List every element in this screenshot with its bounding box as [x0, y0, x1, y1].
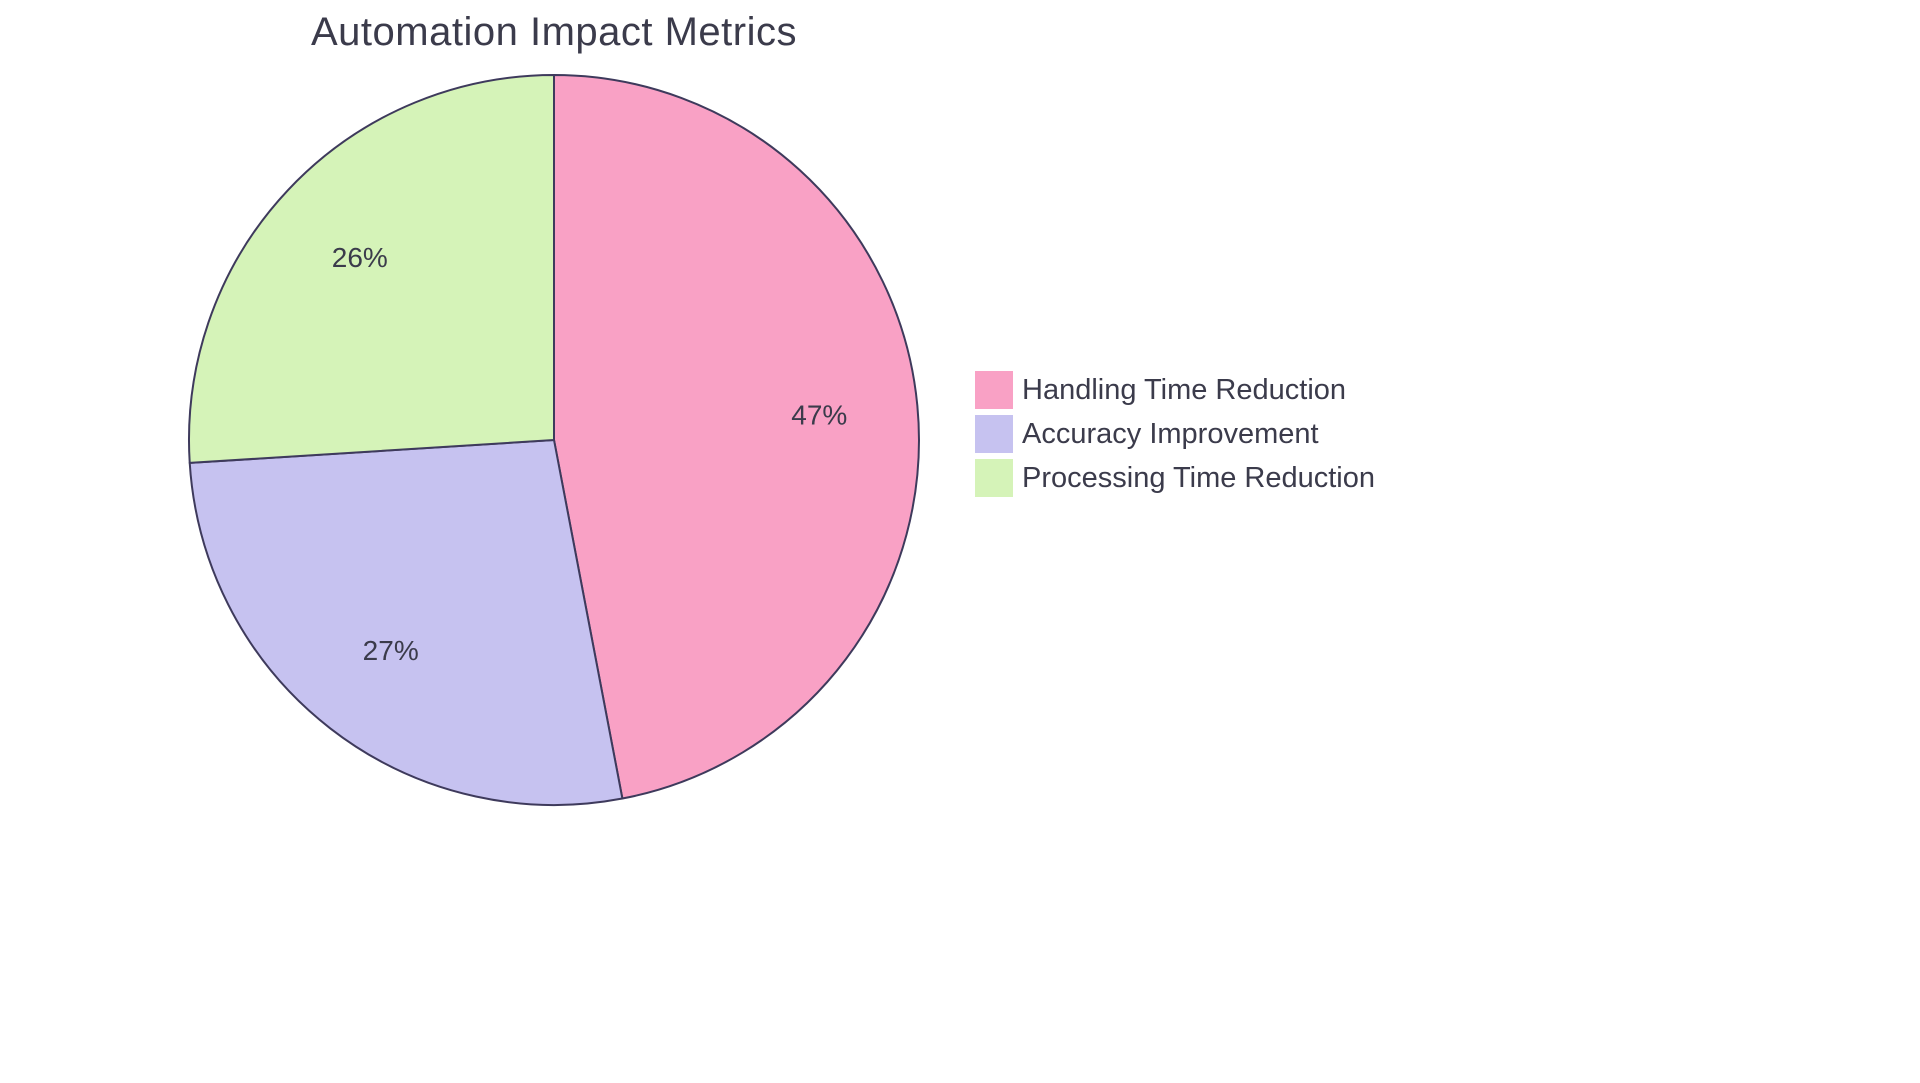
legend-label-1: Accuracy Improvement: [1022, 417, 1319, 450]
legend-label-0: Handling Time Reduction: [1022, 373, 1347, 406]
pie-slice-2: [188, 74, 555, 464]
legend: Handling Time Reduction Accuracy Improvem…: [975, 371, 1375, 497]
legend-swatch-2: [975, 459, 1013, 497]
legend-label-2: Processing Time Reduction: [1022, 461, 1375, 494]
pie-slice-1: [188, 439, 624, 806]
legend-item-1: Accuracy Improvement: [975, 415, 1375, 453]
slice-percent-label-2: 26%: [332, 242, 388, 273]
slice-percent-label-1: 27%: [363, 635, 419, 666]
legend-item-0: Handling Time Reduction: [975, 371, 1375, 409]
legend-swatch-1: [975, 415, 1013, 453]
legend-item-2: Processing Time Reduction: [975, 459, 1375, 497]
chart-title: Automation Impact Metrics: [311, 10, 797, 54]
legend-swatch-0: [975, 371, 1013, 409]
pie-slice-0: [553, 74, 920, 800]
slice-percent-label-0: 47%: [791, 399, 847, 430]
